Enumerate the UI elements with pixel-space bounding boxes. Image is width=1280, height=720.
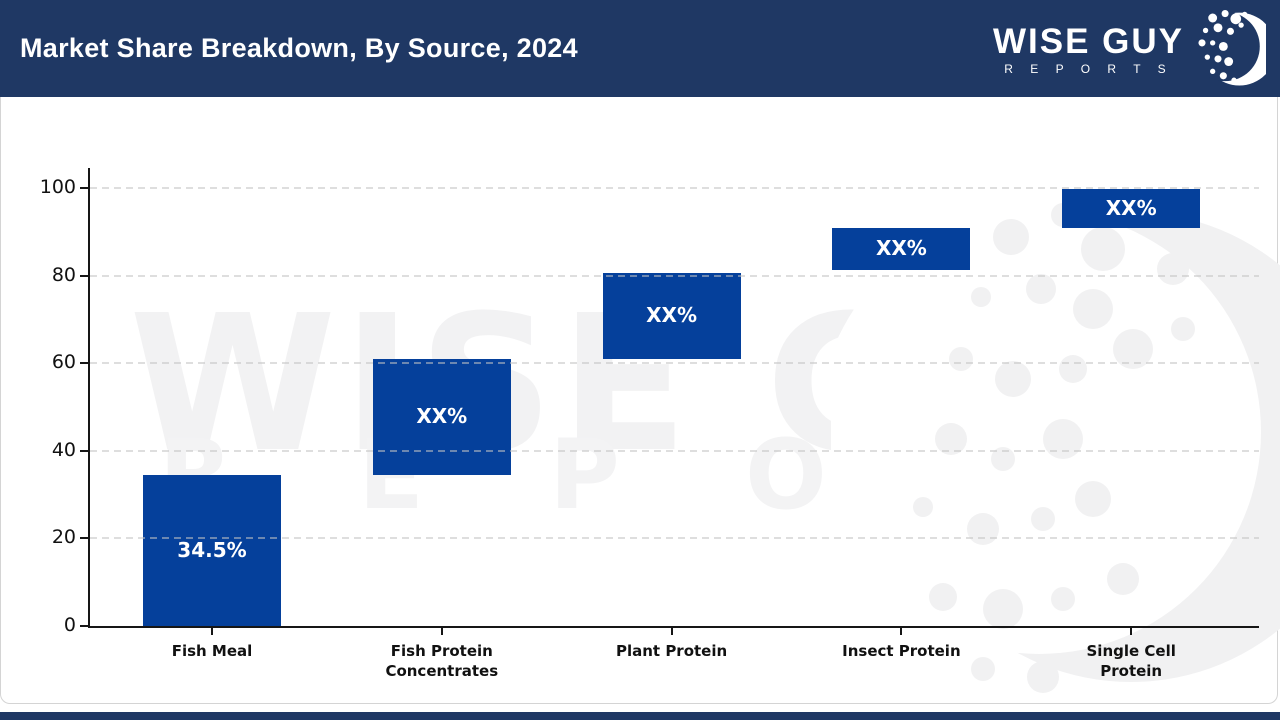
bar-segment-1: 34.5% — [143, 474, 281, 626]
page-title: Market Share Breakdown, By Source, 2024 — [20, 33, 578, 63]
y-axis-tick — [80, 449, 88, 452]
y-axis-tick — [80, 537, 88, 539]
bar-value-label: XX% — [646, 302, 698, 327]
chart-panel: WISE GUY R E P O R T S 02040608010034.5%… — [0, 97, 1280, 704]
gridline — [90, 362, 1259, 364]
bar-segment-5: XX% — [1062, 188, 1201, 228]
x-axis-category-label-line: Fish Meal — [171, 641, 253, 660]
y-axis-tick-label: 80 — [51, 263, 76, 286]
x-axis-category-label-line: Protein — [1100, 661, 1163, 680]
brand-logo-name: WISE GUY — [992, 22, 1184, 61]
dotted-head-profile-icon — [1190, 10, 1266, 86]
y-axis-tick-label: 40 — [51, 438, 76, 461]
gridline — [90, 274, 1259, 277]
bar-value-label: XX% — [875, 236, 927, 261]
x-axis-tick — [211, 627, 213, 635]
gridline — [90, 449, 1259, 452]
bar-value-label: XX% — [1105, 195, 1157, 220]
y-axis-tick — [80, 274, 88, 277]
x-axis-category-label-line: Insect Protein — [842, 641, 961, 660]
x-axis-tick — [670, 627, 673, 635]
x-axis-line — [88, 625, 1259, 628]
x-axis-category-label: Fish Meal — [92, 641, 332, 661]
y-axis-tick-label: 0 — [63, 613, 76, 636]
y-axis-tick — [80, 362, 88, 364]
bar-value-label: XX% — [416, 403, 468, 428]
x-axis-category-label: Fish Protein Concentrates — [322, 641, 562, 681]
x-axis-category-label: Plant Protein — [552, 641, 792, 661]
x-axis-category-label-line: Concentrates — [385, 661, 499, 680]
x-axis-tick — [900, 627, 903, 635]
x-axis-tick — [440, 627, 443, 635]
bar-segment-4: XX% — [832, 228, 971, 270]
x-axis-category-label-line: Fish Protein — [390, 641, 493, 660]
y-axis-line — [88, 168, 90, 628]
x-axis-tick — [1130, 627, 1133, 635]
brand-logo-text: WISE GUY R E P O R T S — [992, 22, 1184, 77]
footer-bar — [0, 712, 1280, 720]
gridline — [90, 187, 1259, 189]
header-bar: Market Share Breakdown, By Source, 2024 … — [0, 0, 1280, 97]
x-axis-category-label-line: Single Cell — [1086, 641, 1176, 660]
x-axis-category-label: Insect Protein — [781, 641, 1021, 661]
bar-segment-2: XX% — [372, 358, 511, 475]
waterfall-chart: 0 20 40 60 80 100 34.5% Fish Meal XX% Fish Protei… — [1, 97, 1279, 704]
x-axis-category-label: Single Cell Protein — [1011, 641, 1251, 681]
x-axis-category-label-line: Plant Protein — [615, 641, 728, 660]
y-axis-tick — [80, 187, 88, 189]
bar-segment-3: XX% — [602, 272, 741, 359]
y-axis-tick-label: 60 — [51, 351, 76, 373]
y-axis-tick — [80, 624, 88, 627]
bar-value-label: 34.5% — [177, 537, 247, 562]
y-axis-tick-label: 100 — [39, 176, 76, 198]
brand-logo: WISE GUY R E P O R T S — [993, 4, 1266, 96]
gridline — [90, 537, 1259, 539]
brand-logo-subtitle: R E P O R T S — [1004, 62, 1173, 76]
y-axis-tick-label: 20 — [51, 526, 76, 548]
